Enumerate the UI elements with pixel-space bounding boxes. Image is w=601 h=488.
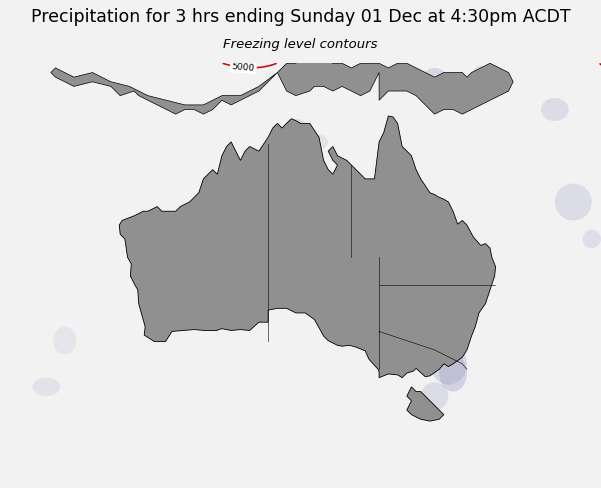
Polygon shape [51,68,278,114]
Ellipse shape [421,382,448,410]
Ellipse shape [446,294,478,331]
Ellipse shape [310,135,328,149]
Ellipse shape [462,250,490,283]
Ellipse shape [555,183,592,221]
Polygon shape [407,387,444,421]
Polygon shape [278,54,513,114]
Ellipse shape [472,65,490,89]
Ellipse shape [439,355,467,391]
Text: Precipitation for 3 hrs ending Sunday 01 Dec at 4:30pm ACDT: Precipitation for 3 hrs ending Sunday 01… [31,8,570,26]
Polygon shape [119,116,496,378]
Ellipse shape [32,378,60,396]
Text: 5000: 5000 [231,62,255,73]
Ellipse shape [132,221,155,239]
Ellipse shape [284,119,308,137]
Ellipse shape [582,230,601,248]
Ellipse shape [421,68,448,96]
Ellipse shape [53,327,76,355]
Ellipse shape [541,98,569,121]
Ellipse shape [430,343,467,385]
Text: Freezing level contours: Freezing level contours [223,39,378,51]
